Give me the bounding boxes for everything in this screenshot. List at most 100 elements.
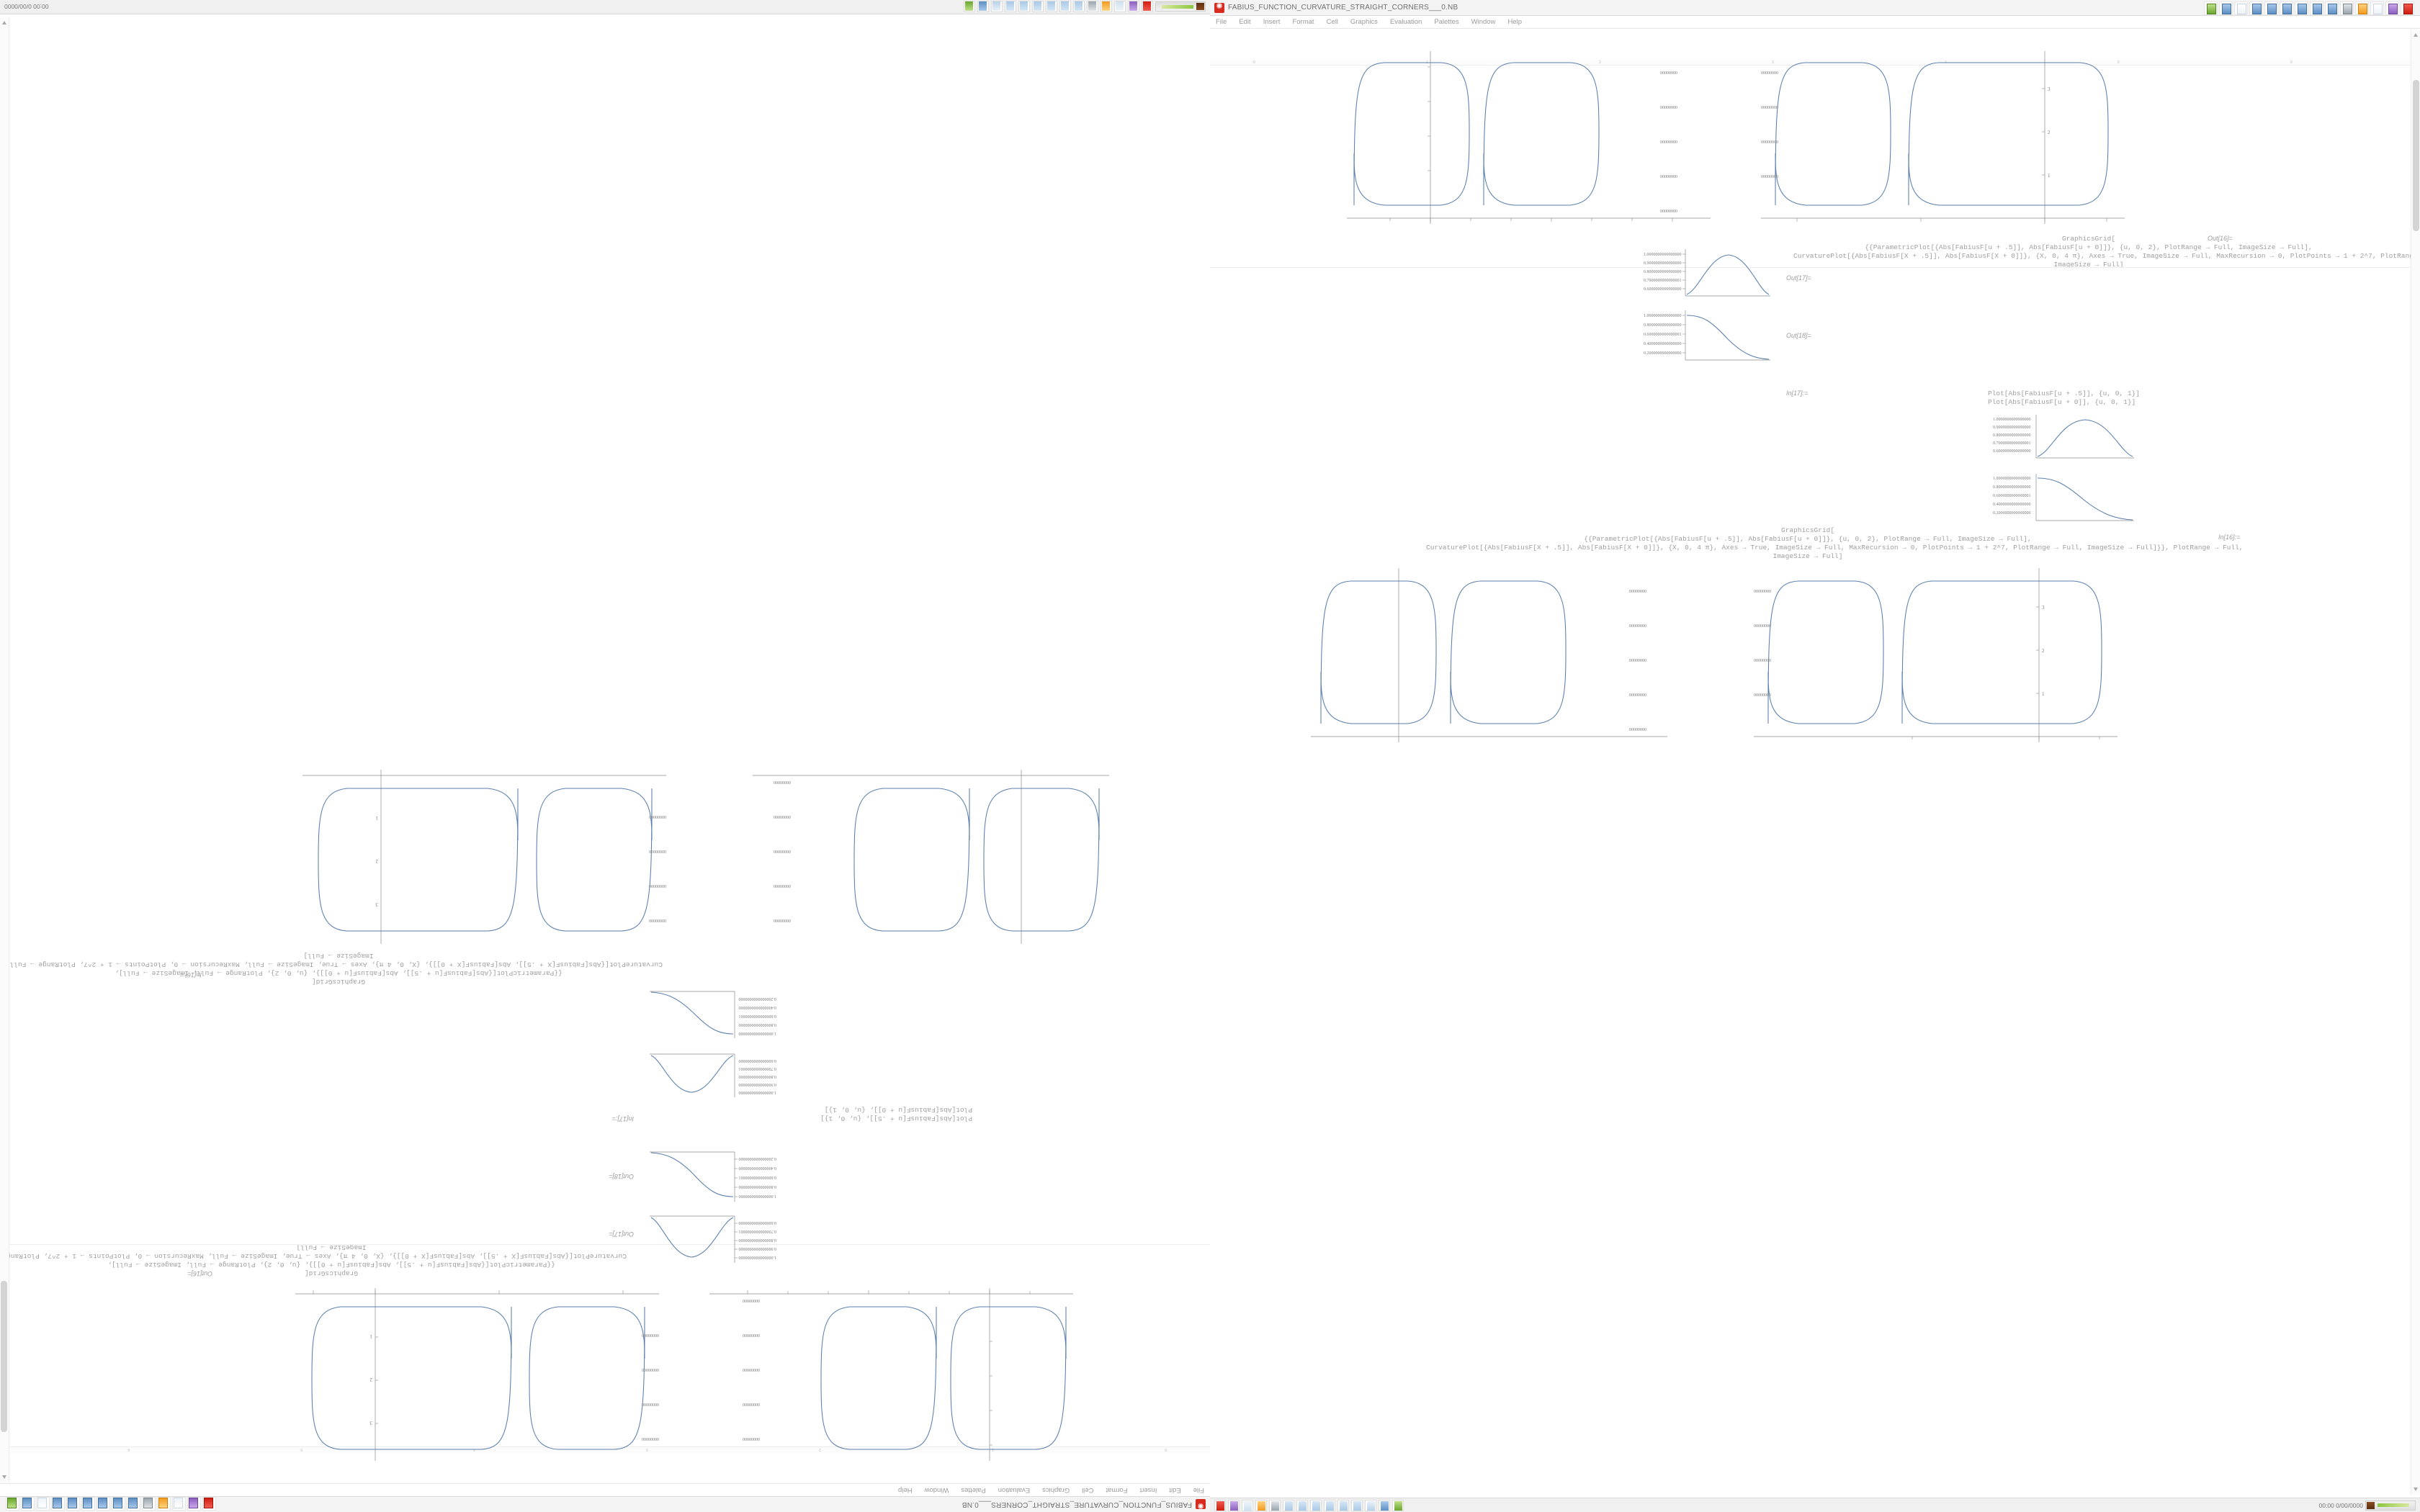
scroll-down-icon[interactable] bbox=[2414, 1488, 2418, 1491]
menu-bar[interactable]: File Edit Insert Format Cell Graphics Ev… bbox=[0, 1483, 1210, 1496]
menu-item-file[interactable]: File bbox=[1216, 18, 1227, 26]
code-cell-17-left[interactable]: Plot[Abs[FabiusF[u + .5]], {u, 0, 1}] bbox=[820, 1115, 972, 1122]
menu-item-insert[interactable]: Insert bbox=[1139, 1486, 1157, 1494]
toolbar-icon-14[interactable] bbox=[6, 1497, 19, 1511]
menu-item-file[interactable]: File bbox=[1193, 1486, 1204, 1494]
toolbar-icon-9[interactable] bbox=[81, 1497, 95, 1511]
taskbar-icon-8[interactable] bbox=[1046, 1, 1057, 13]
taskbar-icon-3[interactable] bbox=[1114, 1, 1126, 13]
taskbar-icon-13[interactable] bbox=[977, 1, 989, 13]
toolbar-icon-3[interactable] bbox=[2234, 1, 2248, 15]
scroll-up-icon[interactable] bbox=[2, 1475, 6, 1479]
toolbar-icon-12[interactable] bbox=[36, 1497, 50, 1511]
toolbar-icon-1[interactable] bbox=[2204, 1, 2218, 15]
toolbar-icon-10[interactable] bbox=[66, 1497, 80, 1511]
taskbar-icon-9[interactable] bbox=[1032, 1, 1044, 13]
menu-item-format[interactable]: Format bbox=[1292, 18, 1314, 26]
scroll-up-icon[interactable] bbox=[2414, 33, 2418, 37]
scrollbar-thumb[interactable] bbox=[1, 1281, 7, 1432]
scrollbar-thumb[interactable] bbox=[2413, 80, 2419, 231]
code-cell-16-lower-main[interactable]: GraphicsGrid[ {{ParametricPlot[{Abs[Fabi… bbox=[1426, 526, 2244, 560]
toolbar-icon-13[interactable] bbox=[21, 1497, 35, 1511]
taskbar-icon-11[interactable] bbox=[1005, 1, 1016, 13]
taskbar-icon-2[interactable] bbox=[1128, 1, 1139, 13]
menu-item-help[interactable]: Help bbox=[898, 1486, 913, 1494]
menu-item-window[interactable]: Window bbox=[1471, 18, 1496, 26]
toolbar-icon-strip[interactable] bbox=[6, 1497, 216, 1511]
taskbar-icon-7[interactable] bbox=[1059, 1, 1071, 13]
taskbar-icon-14[interactable] bbox=[1392, 1499, 1404, 1511]
menu-item-window[interactable]: Window bbox=[924, 1486, 949, 1494]
menu-item-edit[interactable]: Edit bbox=[1169, 1486, 1181, 1494]
menu-item-format[interactable]: Format bbox=[1106, 1486, 1128, 1494]
title-bar-main[interactable]: FABIUS_FUNCTION_CURVATURE_STRAIGHT_CORNE… bbox=[1210, 0, 2420, 16]
menu-item-evaluation[interactable]: Evaluation bbox=[1389, 18, 1422, 26]
scroll-down-icon[interactable] bbox=[2, 21, 6, 24]
taskbar-icon-12[interactable] bbox=[1365, 1499, 1376, 1511]
toolbar-icon-10[interactable] bbox=[2340, 1, 2354, 15]
taskbar-icon-9[interactable] bbox=[1324, 1499, 1335, 1511]
toolbar-icon-8[interactable] bbox=[2310, 1, 2323, 15]
menu-item-graphics[interactable]: Graphics bbox=[1350, 18, 1378, 26]
toolbar-icon-5[interactable] bbox=[142, 1497, 156, 1511]
toolbar-icon-2[interactable] bbox=[2219, 1, 2233, 15]
start-button[interactable] bbox=[1155, 1, 1206, 12]
toolbar-icon-2[interactable] bbox=[187, 1497, 201, 1511]
menu-item-help[interactable]: Help bbox=[1507, 18, 1522, 26]
toolbar-icon-14[interactable] bbox=[2401, 1, 2414, 15]
vertical-scrollbar[interactable] bbox=[0, 17, 9, 1482]
menu-bar-main[interactable]: File Edit Insert Format Cell Graphics Ev… bbox=[1210, 16, 2420, 29]
taskbar-icon-11[interactable] bbox=[1351, 1499, 1363, 1511]
taskbar-icon-2[interactable] bbox=[1228, 1499, 1240, 1511]
notebook-canvas[interactable]: 0 1 2 3 4 5 6 bbox=[0, 17, 1210, 1482]
taskbar-icon-10[interactable] bbox=[1337, 1499, 1349, 1511]
code-cell-18-main[interactable]: Plot[Abs[FabiusF[u + 0]], {u, 0, 1}] bbox=[1988, 398, 2136, 406]
toolbar-icon-7[interactable] bbox=[2295, 1, 2308, 15]
code-cell-16-lower-left[interactable]: GraphicsGrid[ {{ParametricPlot[{Abs[Fabi… bbox=[0, 952, 663, 986]
toolbar-icon-4[interactable] bbox=[157, 1497, 171, 1511]
toolbar-icon-4[interactable] bbox=[2249, 1, 2263, 15]
taskbar-icon-6[interactable] bbox=[1073, 1, 1085, 13]
menu-item-cell[interactable]: Cell bbox=[1326, 18, 1338, 26]
os-taskbar[interactable]: 00:00 0/00/0000 bbox=[0, 0, 1210, 14]
toolbar-icon-11[interactable] bbox=[51, 1497, 65, 1511]
taskbar-icon-1[interactable] bbox=[1142, 1, 1153, 13]
taskbar-icon-5[interactable] bbox=[1269, 1499, 1281, 1511]
menu-item-graphics[interactable]: Graphics bbox=[1042, 1486, 1070, 1494]
start-button-main[interactable] bbox=[2365, 1500, 2416, 1511]
toolbar-icon-8[interactable] bbox=[97, 1497, 110, 1511]
toolbar-icon-6[interactable] bbox=[127, 1497, 140, 1511]
toolbar-icon-6[interactable] bbox=[2280, 1, 2293, 15]
taskbar-icon-8[interactable] bbox=[1310, 1499, 1322, 1511]
taskbar-icon-3[interactable] bbox=[1242, 1499, 1253, 1511]
toolbar-icon-11[interactable] bbox=[2355, 1, 2369, 15]
taskbar-icon-5[interactable] bbox=[1087, 1, 1098, 13]
notebook-canvas-main[interactable]: 0 1 2 3 4 5 6 bbox=[1210, 30, 2420, 1495]
taskbar-icon-4[interactable] bbox=[1101, 1, 1112, 13]
code-cell-17-main[interactable]: Plot[Abs[FabiusF[u + .5]], {u, 0, 1}] bbox=[1988, 390, 2140, 397]
taskbar-icon-6[interactable] bbox=[1283, 1499, 1294, 1511]
title-bar[interactable]: FABIUS_FUNCTION_CURVATURE_STRAIGHT_CORNE… bbox=[0, 1496, 1210, 1512]
os-taskbar-main[interactable]: 00:00 0/00/0000 bbox=[1210, 1498, 2420, 1512]
toolbar-icon-5[interactable] bbox=[2264, 1, 2278, 15]
taskbar-icon-13[interactable] bbox=[1379, 1499, 1390, 1511]
toolbar-icon-13[interactable] bbox=[2385, 1, 2399, 15]
vertical-scrollbar-main[interactable] bbox=[2411, 30, 2420, 1495]
code-cell-18-left[interactable]: Plot[Abs[FabiusF[u + 0]], {u, 0, 1}] bbox=[824, 1106, 972, 1114]
menu-item-evaluation[interactable]: Evaluation bbox=[998, 1486, 1031, 1494]
toolbar-icon-7[interactable] bbox=[112, 1497, 125, 1511]
taskbar-icon-4[interactable] bbox=[1255, 1499, 1267, 1511]
taskbar-icon-1[interactable] bbox=[1214, 1499, 1226, 1511]
menu-item-insert[interactable]: Insert bbox=[1263, 18, 1281, 26]
menu-item-cell[interactable]: Cell bbox=[1082, 1486, 1094, 1494]
code-cell-16[interactable]: GraphicsGrid[ {{ParametricPlot[{Abs[Fabi… bbox=[2, 1243, 627, 1277]
taskbar-icon-14[interactable] bbox=[964, 1, 975, 13]
toolbar-icon-1[interactable] bbox=[202, 1497, 216, 1511]
taskbar-icon-10[interactable] bbox=[1018, 1, 1030, 13]
menu-item-palettes[interactable]: Palettes bbox=[1434, 18, 1459, 26]
code-cell-16-main[interactable]: GraphicsGrid[ {{ParametricPlot[{Abs[Fabi… bbox=[1793, 235, 2418, 269]
taskbar-icon-12[interactable] bbox=[991, 1, 1003, 13]
toolbar-icon-12[interactable] bbox=[2370, 1, 2384, 15]
toolbar-icon-3[interactable] bbox=[172, 1497, 186, 1511]
toolbar-icon-strip-main[interactable] bbox=[2204, 1, 2414, 15]
